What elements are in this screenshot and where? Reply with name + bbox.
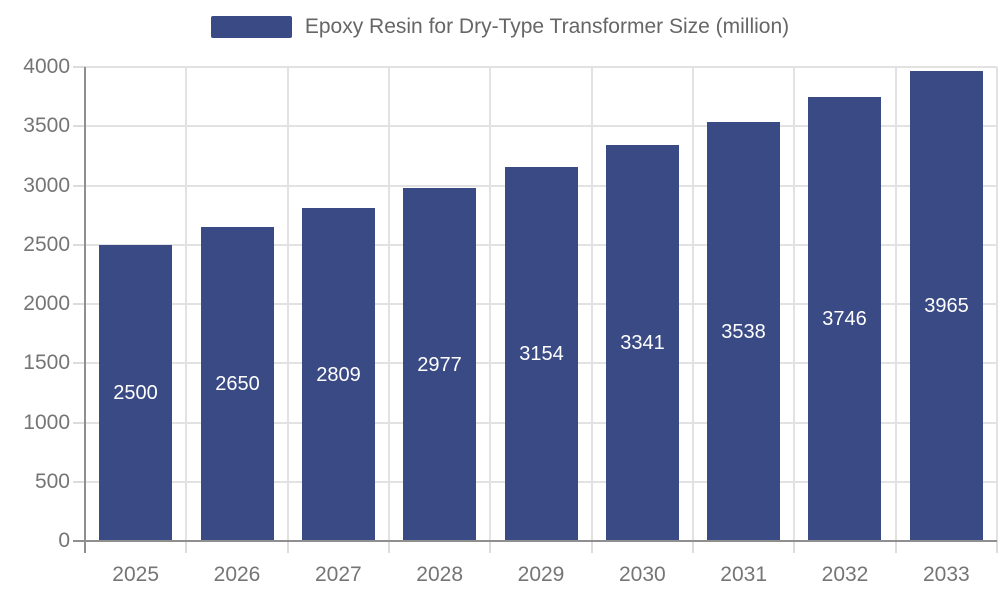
y-axis-tick-mark	[73, 303, 85, 305]
bar: 3965	[910, 71, 983, 541]
y-axis-tick-mark	[73, 243, 85, 246]
x-axis-tick-mark	[489, 541, 491, 553]
gridline-vertical	[489, 67, 491, 541]
y-axis-tick-label: 4000	[23, 55, 70, 78]
y-axis-tick-label: 500	[34, 469, 70, 493]
x-axis-tick-label: 2033	[922, 563, 970, 586]
gridline-vertical	[388, 67, 390, 541]
bar: 2977	[403, 188, 476, 541]
bar-value-label: 3154	[519, 343, 564, 365]
y-axis-tick-mark	[73, 421, 85, 424]
y-axis-line	[84, 67, 86, 553]
x-axis-tick-mark	[793, 541, 795, 553]
y-axis-tick-label: 1000	[23, 410, 70, 434]
bar-value-label: 3538	[721, 320, 766, 343]
bar-value-label: 2650	[215, 373, 260, 395]
x-axis-line	[73, 540, 997, 542]
x-axis-tick-mark	[185, 541, 187, 553]
x-axis-tick-mark	[287, 541, 289, 553]
gridline-horizontal	[85, 125, 997, 128]
gridline-vertical	[996, 67, 998, 541]
gridline-horizontal	[85, 66, 997, 68]
x-axis-tick-mark	[895, 541, 897, 553]
x-axis-tick-mark	[692, 541, 694, 553]
x-axis-tick-label: 2032	[821, 563, 869, 586]
x-axis-tick-label: 2026	[213, 563, 261, 586]
gridline-vertical	[185, 67, 187, 541]
legend[interactable]: Epoxy Resin for Dry-Type Transformer Siz…	[0, 14, 1000, 40]
y-axis-tick-mark	[73, 480, 85, 483]
y-axis-tick-label: 3000	[23, 173, 70, 197]
gridline-vertical	[895, 67, 897, 541]
bar-value-label: 2500	[113, 382, 158, 404]
x-axis-tick-label: 2027	[314, 563, 362, 586]
y-axis-tick-label: 1500	[23, 351, 70, 375]
x-axis-tick-label: 2031	[720, 563, 768, 586]
bar-value-label: 3341	[620, 332, 665, 354]
bar-value-label: 3965	[924, 295, 969, 317]
x-axis-tick-label: 2030	[618, 563, 666, 586]
y-axis-tick-mark	[73, 184, 85, 187]
y-axis-tick-label: 0	[58, 529, 70, 552]
y-axis-tick-mark	[73, 125, 85, 128]
y-axis-tick-mark	[73, 66, 85, 68]
bar-value-label: 3746	[822, 308, 867, 330]
bar: 2500	[99, 245, 172, 541]
bar: 3538	[707, 122, 780, 541]
gridline-vertical	[591, 67, 593, 541]
bar: 2809	[302, 208, 375, 541]
bar: 3154	[505, 167, 578, 541]
x-axis-tick-mark	[388, 541, 390, 553]
bar-value-label: 2809	[316, 363, 361, 386]
bar: 3746	[808, 97, 881, 541]
legend-label: Epoxy Resin for Dry-Type Transformer Siz…	[304, 15, 790, 38]
x-axis-tick-label: 2028	[416, 563, 464, 586]
bar: 3341	[606, 145, 679, 541]
plot-area: 2500 2650 2809 2977 3154 3341 3538 3746 3965	[85, 66, 998, 541]
y-axis-tick-label: 2500	[23, 232, 70, 256]
y-axis-tick-label: 3500	[23, 114, 70, 138]
x-axis-tick-label: 2029	[517, 563, 565, 586]
x-axis-tick-label: 2025	[112, 563, 160, 586]
x-axis-tick-mark	[591, 541, 593, 553]
gridline-vertical	[793, 67, 795, 541]
legend-swatch	[210, 16, 292, 38]
x-axis-tick-mark	[996, 541, 998, 553]
y-axis-tick-mark	[73, 362, 85, 365]
bar: 2650	[201, 227, 274, 541]
bar-value-label: 2977	[417, 353, 462, 376]
gridline-vertical	[287, 67, 289, 541]
gridline-vertical	[692, 67, 694, 541]
y-axis-tick-label: 2000	[23, 292, 70, 315]
